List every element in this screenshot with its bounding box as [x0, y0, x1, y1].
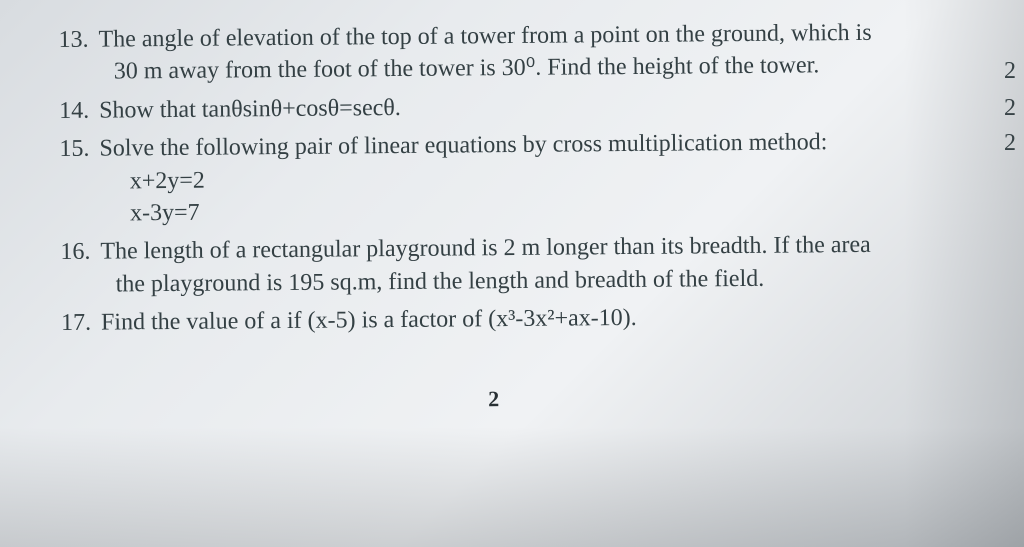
question-13: 13. The angle of elevation of the top of… [58, 16, 1023, 89]
question-line: 14. Show that tanθsinθ+cosθ=secθ. [59, 86, 1023, 127]
page-number: 2 [62, 381, 1024, 415]
question-number: 16. [60, 239, 100, 266]
marks-q13: 2 [1004, 58, 1016, 85]
question-number: 15. [59, 136, 99, 163]
question-text: Show that tanθsinθ+cosθ=secθ. [99, 92, 401, 127]
question-number: 13. [58, 27, 98, 54]
marks-q15: 2 [1004, 130, 1016, 157]
question-15: 15. Solve the following pair of linear e… [59, 125, 1024, 231]
exam-page: 13. The angle of elevation of the top of… [0, 0, 1024, 416]
question-line: 17. Find the value of a if (x-5) is a fa… [61, 299, 1024, 340]
marks-q14: 2 [1004, 95, 1016, 122]
bottom-shadow [0, 427, 1024, 547]
question-16: 16. The length of a rectangular playgrou… [60, 228, 1024, 301]
question-text: Find the value of a if (x-5) is a factor… [101, 302, 637, 339]
question-17: 17. Find the value of a if (x-5) is a fa… [61, 299, 1024, 340]
question-14: 14. Show that tanθsinθ+cosθ=secθ. [59, 86, 1023, 127]
question-number: 17. [61, 310, 101, 337]
question-text: Solve the following pair of linear equat… [99, 126, 827, 165]
question-number: 14. [59, 97, 99, 124]
